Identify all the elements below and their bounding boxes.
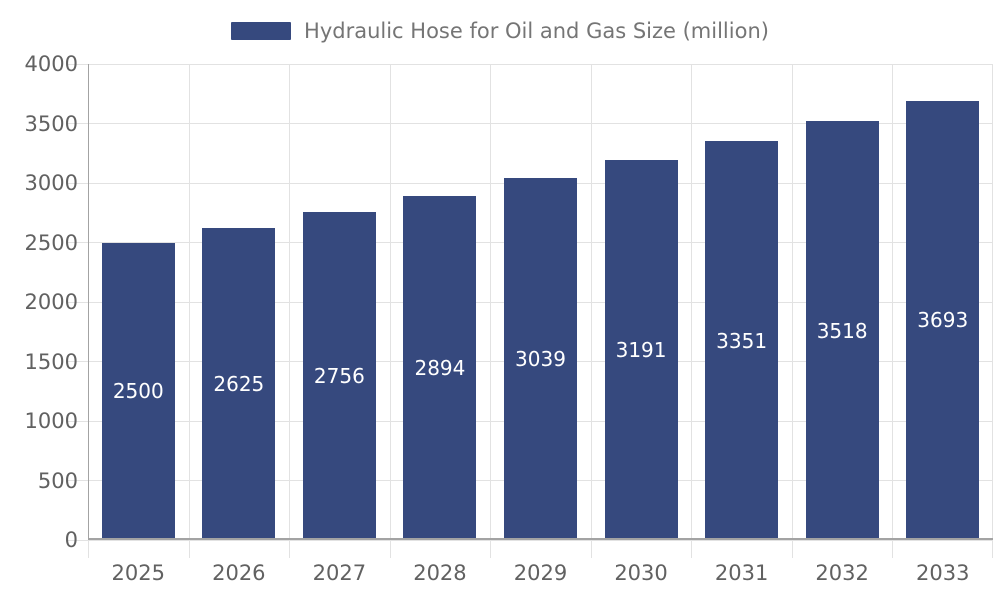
bar-value-label: 2756 [313, 364, 365, 389]
y-axis-line [88, 64, 89, 540]
x-tick-label: 2032 [815, 561, 869, 585]
bar-2025[interactable]: 2500 [101, 242, 175, 540]
y-tick-label: 4000 [24, 52, 78, 76]
plot-area: 2500 2625 2756 2894 3039 3191 3351 3518 3693 [68, 63, 993, 558]
v-gridline [792, 64, 793, 558]
bar-value-label: 2894 [414, 355, 466, 380]
y-tick-label: 1000 [24, 409, 78, 433]
h-gridline [68, 123, 993, 124]
chart-legend[interactable]: Hydraulic Hose for Oil and Gas Size (mil… [0, 19, 1000, 43]
bar-value-label: 3693 [917, 308, 969, 333]
bar-2026[interactable]: 2625 [202, 227, 276, 540]
v-gridline [289, 64, 290, 558]
y-tick-label: 2500 [24, 230, 78, 255]
y-tick-label: 3000 [24, 171, 78, 195]
y-tick-label: 500 [37, 468, 78, 493]
y-tick-label: 2000 [24, 290, 78, 314]
x-axis-tick [88, 540, 89, 558]
x-tick-label: 2028 [413, 561, 467, 585]
v-gridline [691, 64, 692, 558]
x-tick-label: 2026 [212, 561, 266, 585]
bar-2028[interactable]: 2894 [403, 195, 477, 540]
bar-2030[interactable]: 3191 [604, 160, 678, 540]
v-gridline [189, 64, 190, 558]
bar-2033[interactable]: 3693 [906, 100, 980, 540]
x-axis-line [88, 538, 993, 540]
x-tick-label: 2033 [915, 561, 970, 585]
v-gridline [490, 64, 491, 558]
v-gridline [591, 64, 592, 558]
bar-value-label: 3039 [515, 347, 566, 372]
x-tick-label: 2030 [614, 561, 668, 585]
x-tick-label: 2029 [513, 561, 568, 585]
bar-2031[interactable]: 3351 [705, 141, 779, 540]
bar-2032[interactable]: 3518 [805, 121, 879, 540]
x-tick-label: 2025 [111, 561, 165, 585]
y-tick-label: 0 [64, 528, 78, 552]
bar-2027[interactable]: 2756 [302, 212, 376, 540]
bar-value-label: 3518 [816, 318, 868, 343]
h-gridline [68, 63, 993, 65]
legend-label: Hydraulic Hose for Oil and Gas Size (mil… [304, 19, 769, 43]
bar-value-label: 3191 [615, 338, 667, 363]
y-tick-label: 3500 [24, 111, 78, 136]
x-tick-label: 2027 [312, 561, 367, 585]
h-gridline [68, 539, 993, 541]
legend-swatch [231, 22, 292, 40]
v-gridline [992, 64, 993, 558]
bar-2029[interactable]: 3039 [504, 178, 577, 540]
bar-value-label: 3351 [716, 328, 768, 353]
y-tick-label: 1500 [24, 349, 78, 374]
v-gridline [892, 64, 893, 558]
bar-value-label: 2625 [213, 371, 265, 396]
bar-value-label: 2500 [112, 379, 164, 404]
x-tick-label: 2031 [714, 561, 769, 585]
v-gridline [390, 64, 391, 558]
